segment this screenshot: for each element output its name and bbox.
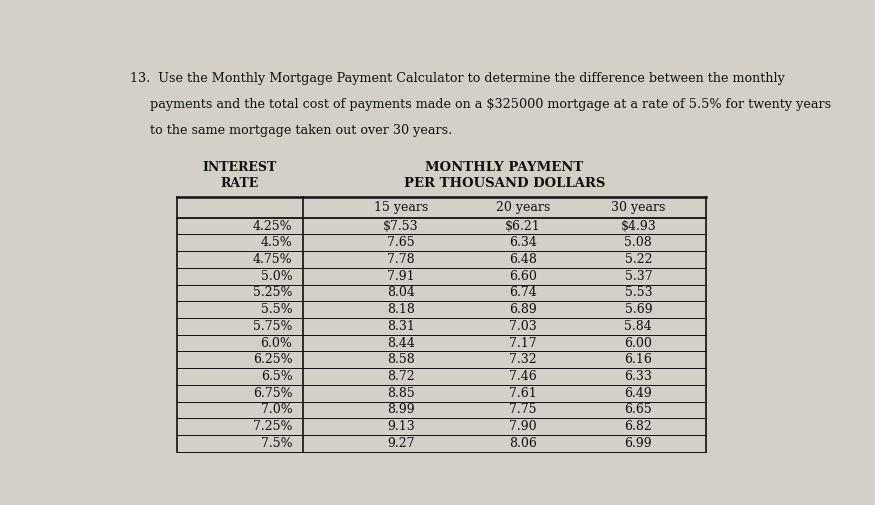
- Text: 6.99: 6.99: [625, 437, 652, 450]
- Text: 20 years: 20 years: [496, 200, 550, 214]
- Text: 5.37: 5.37: [625, 270, 652, 283]
- Text: 6.34: 6.34: [509, 236, 537, 249]
- Text: 6.74: 6.74: [509, 286, 537, 299]
- Text: 8.72: 8.72: [387, 370, 415, 383]
- Text: INTEREST: INTEREST: [203, 161, 277, 174]
- Text: 4.25%: 4.25%: [253, 220, 292, 233]
- Text: 5.53: 5.53: [625, 286, 652, 299]
- Text: 6.75%: 6.75%: [253, 387, 292, 400]
- Text: 8.85: 8.85: [387, 387, 415, 400]
- Text: 5.75%: 5.75%: [253, 320, 292, 333]
- Text: 7.75: 7.75: [509, 403, 536, 417]
- Text: 7.61: 7.61: [509, 387, 537, 400]
- Text: 8.04: 8.04: [387, 286, 415, 299]
- Text: 5.08: 5.08: [625, 236, 652, 249]
- Text: 7.25%: 7.25%: [253, 420, 292, 433]
- Text: to the same mortgage taken out over 30 years.: to the same mortgage taken out over 30 y…: [130, 124, 452, 137]
- Text: 8.18: 8.18: [387, 303, 415, 316]
- Text: payments and the total cost of payments made on a $325000 mortgage at a rate of : payments and the total cost of payments …: [130, 98, 831, 111]
- Text: 5.25%: 5.25%: [253, 286, 292, 299]
- Text: 30 years: 30 years: [611, 200, 666, 214]
- Text: 8.99: 8.99: [387, 403, 415, 417]
- Text: 5.84: 5.84: [625, 320, 652, 333]
- Text: 8.31: 8.31: [387, 320, 415, 333]
- Text: $4.93: $4.93: [620, 220, 656, 233]
- Text: 7.46: 7.46: [509, 370, 537, 383]
- Text: 7.91: 7.91: [387, 270, 415, 283]
- Text: 5.22: 5.22: [625, 253, 652, 266]
- Text: 6.48: 6.48: [509, 253, 537, 266]
- Text: 15 years: 15 years: [374, 200, 428, 214]
- Text: 4.5%: 4.5%: [261, 236, 292, 249]
- Text: 7.78: 7.78: [387, 253, 415, 266]
- Text: 6.00: 6.00: [625, 337, 652, 349]
- Text: 8.06: 8.06: [509, 437, 537, 450]
- Text: 6.33: 6.33: [625, 370, 652, 383]
- Text: 6.5%: 6.5%: [261, 370, 292, 383]
- Text: 7.90: 7.90: [509, 420, 537, 433]
- Text: PER THOUSAND DOLLARS: PER THOUSAND DOLLARS: [403, 177, 606, 190]
- Text: 7.03: 7.03: [509, 320, 537, 333]
- Text: MONTHLY PAYMENT: MONTHLY PAYMENT: [425, 161, 584, 174]
- Text: 7.32: 7.32: [509, 354, 537, 366]
- Text: $6.21: $6.21: [505, 220, 541, 233]
- Text: RATE: RATE: [220, 177, 259, 190]
- Text: 4.75%: 4.75%: [253, 253, 292, 266]
- Text: 9.13: 9.13: [387, 420, 415, 433]
- Text: 6.89: 6.89: [509, 303, 537, 316]
- Text: 8.58: 8.58: [387, 354, 415, 366]
- Text: 9.27: 9.27: [388, 437, 415, 450]
- Text: 13.  Use the Monthly Mortgage Payment Calculator to determine the difference bet: 13. Use the Monthly Mortgage Payment Cal…: [130, 72, 785, 85]
- Text: 7.17: 7.17: [509, 337, 537, 349]
- Text: 6.60: 6.60: [509, 270, 537, 283]
- Text: 6.65: 6.65: [625, 403, 652, 417]
- Text: 7.0%: 7.0%: [261, 403, 292, 417]
- Text: 5.0%: 5.0%: [261, 270, 292, 283]
- Text: 6.82: 6.82: [625, 420, 652, 433]
- Text: 7.65: 7.65: [387, 236, 415, 249]
- Text: 5.69: 5.69: [625, 303, 652, 316]
- Text: $7.53: $7.53: [383, 220, 419, 233]
- Text: 6.49: 6.49: [625, 387, 652, 400]
- Text: 6.16: 6.16: [625, 354, 652, 366]
- Text: 5.5%: 5.5%: [261, 303, 292, 316]
- Text: 7.5%: 7.5%: [261, 437, 292, 450]
- Text: 6.25%: 6.25%: [253, 354, 292, 366]
- Text: 6.0%: 6.0%: [261, 337, 292, 349]
- Text: 8.44: 8.44: [387, 337, 415, 349]
